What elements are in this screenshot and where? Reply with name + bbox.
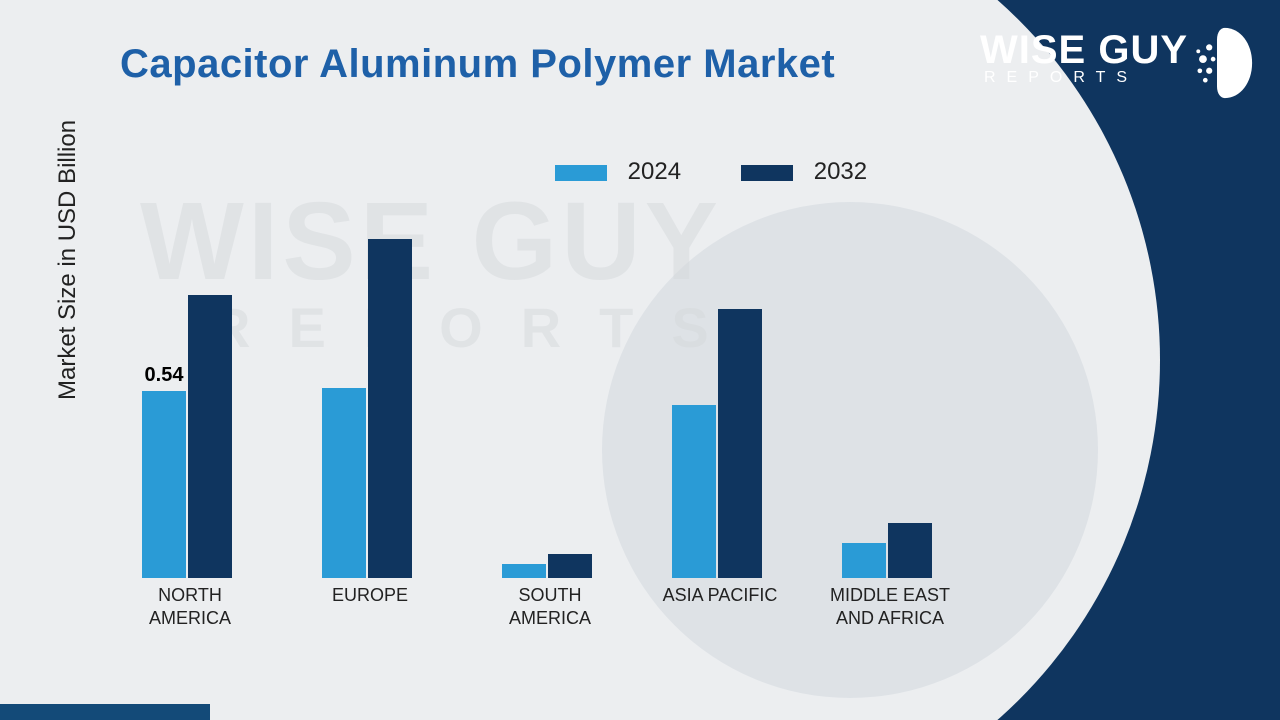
- legend-label-2024: 2024: [628, 158, 681, 185]
- bar-2024: [842, 543, 886, 578]
- legend-item-2032: 2032: [741, 158, 867, 186]
- chart-title: Capacitor Aluminum Polymer Market: [120, 42, 835, 87]
- bar-2032: [368, 239, 412, 578]
- bar-2024: [322, 388, 366, 578]
- bar-2024: [672, 405, 716, 578]
- y-axis-label: Market Size in USD Billion: [54, 120, 82, 400]
- x-axis-label: SOUTH AMERICA: [480, 584, 620, 629]
- bar-2024: [502, 564, 546, 578]
- bar-2032: [188, 295, 232, 578]
- bar-2024: 0.54: [142, 391, 186, 578]
- legend-swatch-2032: [741, 165, 793, 181]
- x-axis-label: NORTH AMERICA: [120, 584, 260, 629]
- brand-logo: WISE GUY REPORTS: [980, 28, 1250, 87]
- bar-chart: 0.54 NORTH AMERICAEUROPESOUTH AMERICAASI…: [130, 200, 950, 590]
- legend-swatch-2024: [555, 165, 607, 181]
- legend-item-2024: 2024: [555, 158, 681, 186]
- plot-area: 0.54: [130, 200, 950, 580]
- report-graphic: WISE GUY REPORTS Capacitor Aluminum Poly…: [0, 0, 1280, 720]
- bar-2032: [718, 309, 762, 578]
- footer-accent-bar: [0, 704, 210, 720]
- bar-2032: [888, 523, 932, 578]
- x-axis-label: MIDDLE EAST AND AFRICA: [820, 584, 960, 629]
- brand-panel: [960, 0, 1280, 720]
- bar-2032: [548, 554, 592, 578]
- x-axis-label: ASIA PACIFIC: [650, 584, 790, 607]
- brand-head-icon: [1178, 24, 1256, 102]
- legend-label-2032: 2032: [814, 158, 867, 185]
- bar-value-label: 0.54: [142, 364, 186, 391]
- x-axis-label: EUROPE: [300, 584, 440, 607]
- legend: 2024 2032: [555, 158, 867, 186]
